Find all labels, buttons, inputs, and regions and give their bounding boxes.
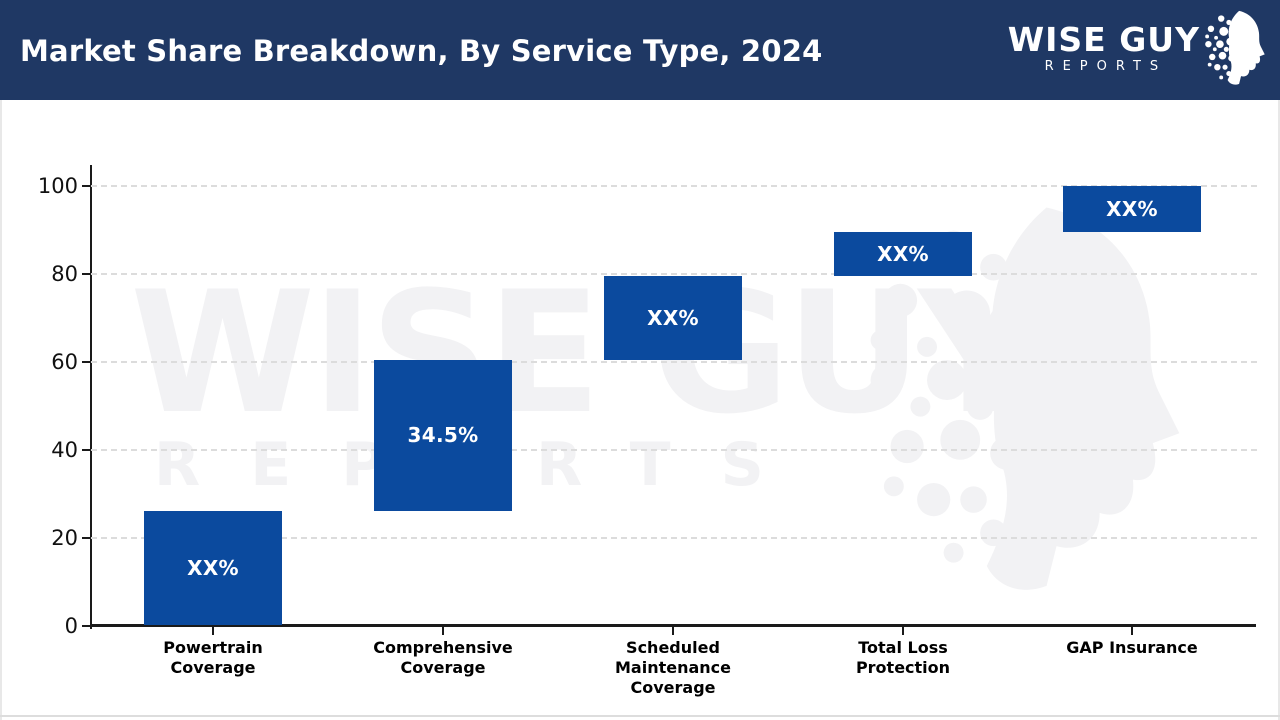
y-tick-mark bbox=[82, 360, 90, 363]
x-axis-spine bbox=[90, 624, 1256, 627]
y-tick-mark bbox=[82, 272, 90, 275]
y-axis-spine bbox=[90, 165, 92, 629]
bar-value-label: XX% bbox=[877, 242, 929, 267]
header-band: Market Share Breakdown, By Service Type,… bbox=[0, 0, 1280, 100]
brand-name: WISE GUY bbox=[1007, 20, 1200, 59]
bar-value-label: XX% bbox=[647, 305, 699, 330]
gridline bbox=[91, 360, 1257, 363]
bottom-divider bbox=[0, 715, 1280, 717]
gridline bbox=[91, 185, 1257, 187]
y-tick-label: 60 bbox=[51, 349, 78, 374]
bar: XX% bbox=[834, 232, 972, 277]
gridline bbox=[91, 272, 1257, 275]
bar: XX% bbox=[144, 511, 282, 626]
x-tick-mark bbox=[1131, 626, 1133, 635]
brand-logo-text: WISE GUY REPORTS bbox=[1007, 20, 1200, 75]
y-tick-mark bbox=[82, 624, 90, 627]
y-tick-label: 0 bbox=[64, 613, 78, 638]
y-tick-label: 20 bbox=[51, 525, 78, 550]
x-tick-mark bbox=[212, 626, 214, 635]
x-tick-mark bbox=[672, 626, 674, 635]
bar-value-label: XX% bbox=[1106, 197, 1158, 222]
brand-subtitle: REPORTS bbox=[1044, 59, 1168, 74]
brand-logo: WISE GUY REPORTS bbox=[1008, 8, 1266, 88]
y-tick-mark bbox=[82, 536, 90, 539]
bar: XX% bbox=[1063, 186, 1201, 233]
x-category-label: Scheduled Maintenance Coverage bbox=[614, 638, 731, 697]
watermark-brand-name: WISE GUY bbox=[130, 255, 1040, 451]
x-category-label: Total Loss Protection bbox=[855, 638, 951, 677]
gridline bbox=[91, 448, 1257, 451]
y-tick-label: 40 bbox=[51, 437, 78, 462]
y-tick-label: 80 bbox=[51, 261, 78, 286]
gridline bbox=[91, 536, 1257, 539]
x-tick-mark bbox=[442, 626, 444, 635]
y-tick-mark bbox=[82, 185, 90, 187]
y-tick-mark bbox=[82, 448, 90, 451]
x-category-label: Comprehensive Coverage bbox=[373, 638, 513, 677]
x-category-label: Powertrain Coverage bbox=[163, 638, 263, 677]
bar: XX% bbox=[604, 276, 742, 360]
x-tick-mark bbox=[902, 626, 904, 635]
plot-area: WISE GUY REPORTS 020406080100XX%Powertra… bbox=[0, 100, 1280, 720]
bar-value-label: 34.5% bbox=[407, 423, 479, 448]
x-category-label: GAP Insurance bbox=[1066, 638, 1198, 657]
chart-title: Market Share Breakdown, By Service Type,… bbox=[20, 34, 823, 68]
brand-head-icon bbox=[1205, 10, 1265, 85]
bar-value-label: XX% bbox=[187, 556, 239, 581]
y-tick-label: 100 bbox=[37, 174, 78, 198]
bar: 34.5% bbox=[374, 359, 512, 512]
